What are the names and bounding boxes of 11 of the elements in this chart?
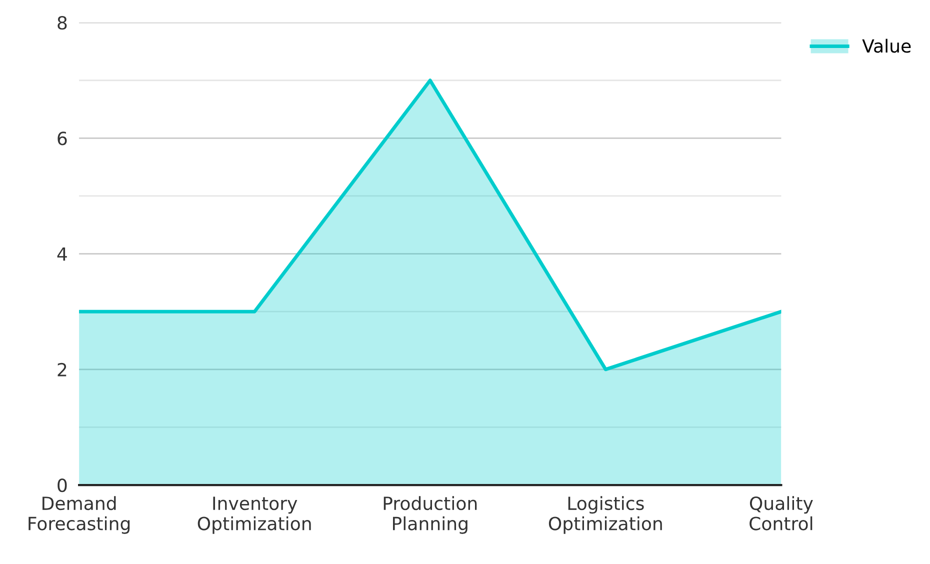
y-tick-label: 0	[58, 478, 67, 492]
y-tick-label: 4	[57, 247, 67, 261]
x-tick-label: Quality Control	[750, 496, 813, 530]
x-tick-label: Production Planning	[384, 496, 477, 534]
legend-label: Value	[862, 38, 911, 53]
x-tick-label: Logistics Optimization	[548, 496, 662, 534]
x-tick-label: Inventory Optimization	[198, 496, 311, 534]
y-tick-label: 8	[58, 16, 67, 30]
y-tick-label: 2	[58, 362, 66, 376]
y-tick-label: 6	[58, 132, 67, 146]
x-tick-label: Demand Forecasting	[28, 496, 130, 534]
